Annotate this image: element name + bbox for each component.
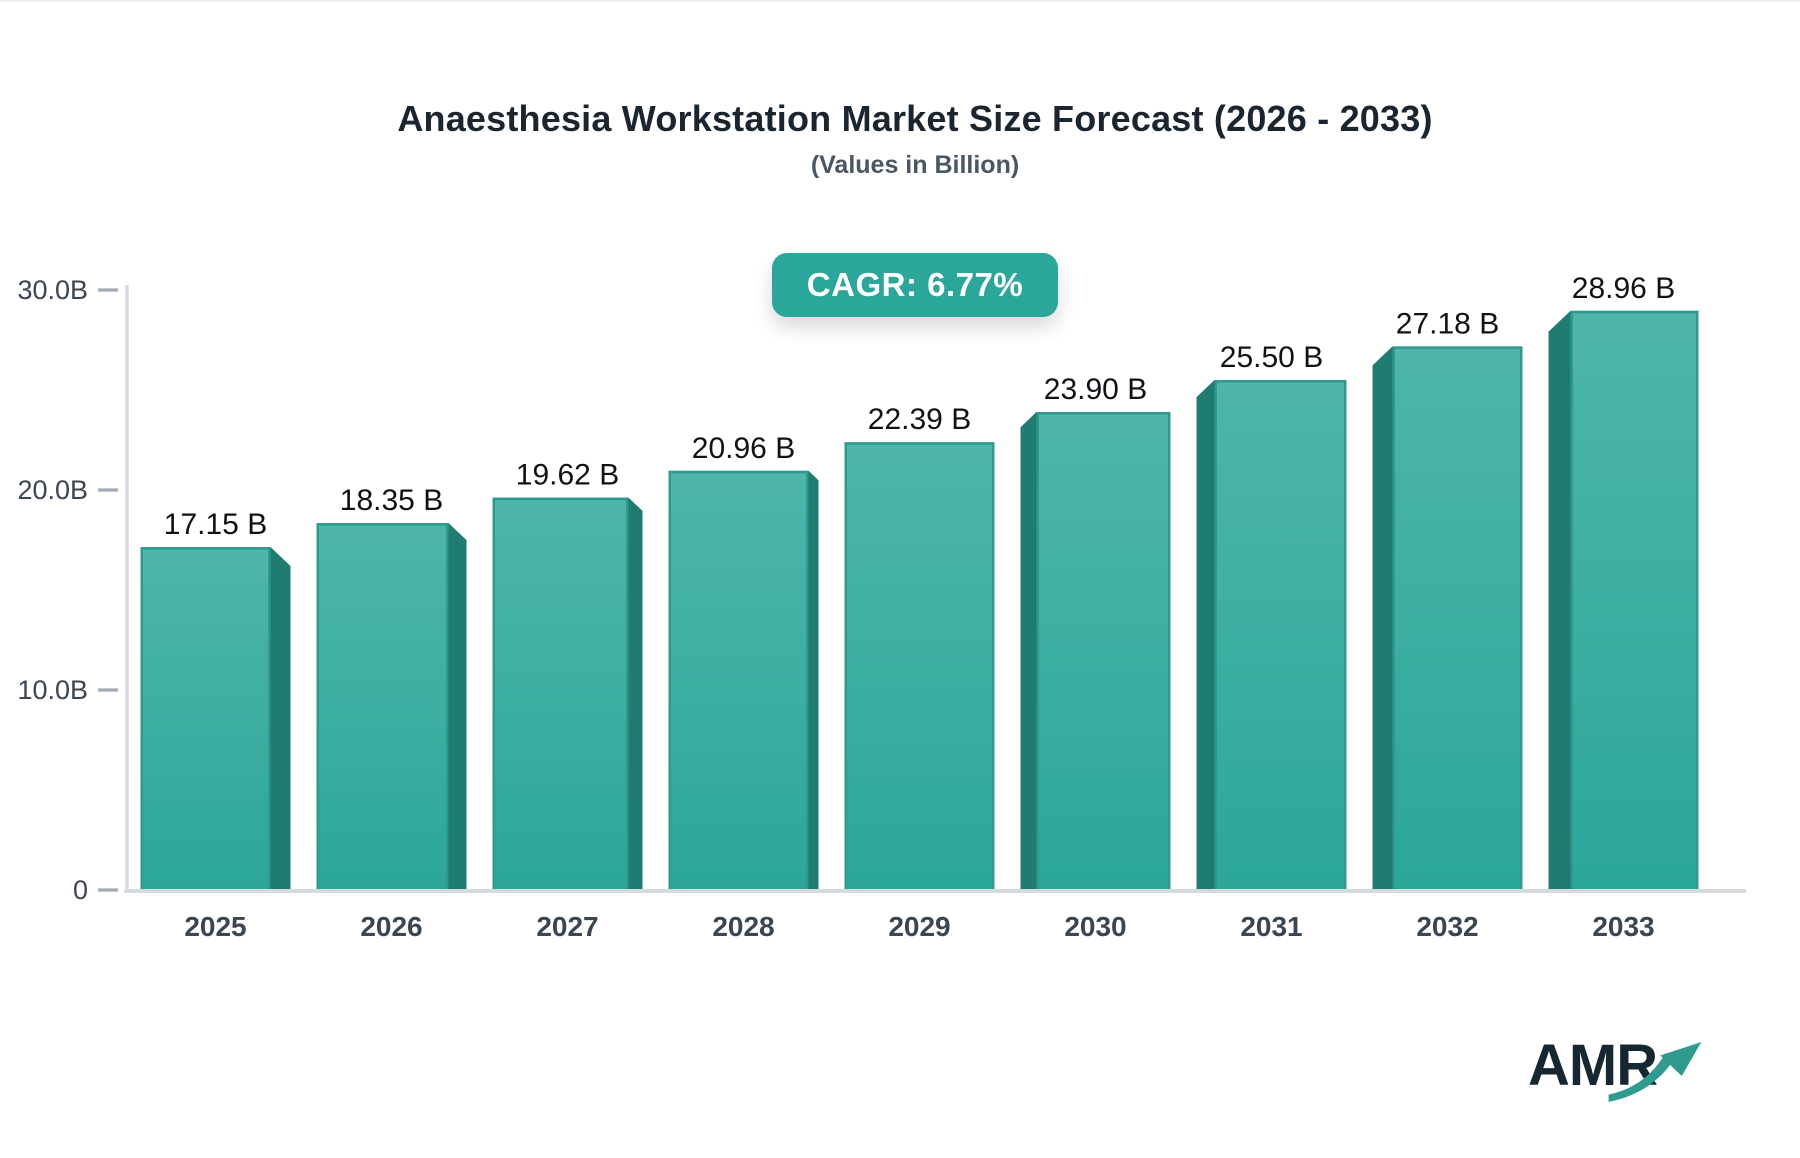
amr-logo-arrow-icon: [1608, 1042, 1702, 1102]
cagr-badge-wrapper: CAGR: 6.77%: [30, 253, 1800, 317]
bar-top-edge: [492, 497, 629, 890]
bar-side-face: [808, 470, 819, 890]
bar-value-label-2028: 20.96 B: [692, 432, 795, 465]
x-axis-label-2032: 2032: [1416, 911, 1478, 942]
bar-top-edge: [140, 547, 271, 890]
bar-top-edge: [1036, 412, 1171, 890]
bar-front-face: [316, 523, 449, 890]
x-axis-label-2031: 2031: [1240, 911, 1302, 942]
y-axis-label-30.0B: 30.0B: [17, 275, 88, 305]
bar-value-label-2031: 25.50 B: [1220, 341, 1323, 374]
chart-subtitle: (Values in Billion): [810, 151, 1020, 179]
bar-front-face: [140, 547, 271, 890]
y-axis-label-10.0B: 10.0B: [17, 675, 88, 705]
bar-front-face: [1392, 346, 1523, 890]
x-axis-label-2026: 2026: [360, 911, 422, 942]
amr-logo: AMR: [1528, 1032, 1718, 1122]
x-axis-label-2030: 2030: [1064, 911, 1126, 942]
x-axis-label-2029: 2029: [888, 911, 950, 942]
bar-2026: 18.35 B: [316, 484, 467, 890]
bar-top-edge: [316, 523, 449, 890]
bar-2032: 27.18 B: [1372, 307, 1523, 890]
bar-value-label-2032: 27.18 B: [1396, 307, 1499, 340]
bar-value-label-2027: 19.62 B: [516, 459, 619, 492]
bar-top-edge: [844, 442, 995, 890]
x-axis-label-2025: 2025: [184, 911, 246, 942]
bar-2028: 20.96 B: [668, 432, 819, 890]
bar-side-face: [1372, 346, 1393, 890]
bar-2030: 23.90 B: [1020, 373, 1171, 890]
bar-front-face: [492, 497, 629, 890]
bar-side-face: [1548, 310, 1571, 890]
bar-2029: 22.39 B: [844, 403, 995, 890]
bar-front-face: [668, 470, 809, 890]
bar-side-face: [628, 497, 643, 890]
bar-side-face: [1196, 380, 1215, 890]
bar-front-face: [1214, 380, 1347, 890]
bar-side-face: [448, 523, 467, 890]
bar-value-label-2033: 28.96 B: [1572, 272, 1675, 305]
bar-top-edge: [1570, 310, 1699, 890]
bar-value-label-2025: 17.15 B: [164, 508, 267, 541]
bar-front-face: [1570, 310, 1699, 890]
bar-front-face: [1036, 412, 1171, 890]
bar-value-label-2029: 22.39 B: [868, 403, 971, 436]
bar-2025: 17.15 B: [140, 508, 291, 890]
bar-front-face: [844, 442, 995, 890]
chart-title: Anaesthesia Workstation Market Size Fore…: [397, 98, 1433, 139]
x-axis-label-2028: 2028: [712, 911, 774, 942]
y-axis-label-20.0B: 20.0B: [17, 475, 88, 505]
bar-top-edge: [668, 470, 809, 890]
bar-value-label-2026: 18.35 B: [340, 484, 443, 517]
bar-top-edge: [1392, 346, 1523, 890]
bar-top-edge: [1214, 380, 1347, 890]
y-axis-label-0: 0: [73, 875, 88, 905]
bar-value-label-2030: 23.90 B: [1044, 373, 1147, 406]
bar-2033: 28.96 B: [1548, 272, 1699, 890]
cagr-badge: CAGR: 6.77%: [771, 253, 1059, 317]
bar-side-face: [270, 547, 291, 890]
x-axis-label-2027: 2027: [536, 911, 598, 942]
bar-2031: 25.50 B: [1196, 341, 1347, 890]
bar-side-face: [1020, 412, 1037, 890]
bar-2027: 19.62 B: [492, 459, 643, 890]
x-axis-label-2033: 2033: [1592, 911, 1654, 942]
